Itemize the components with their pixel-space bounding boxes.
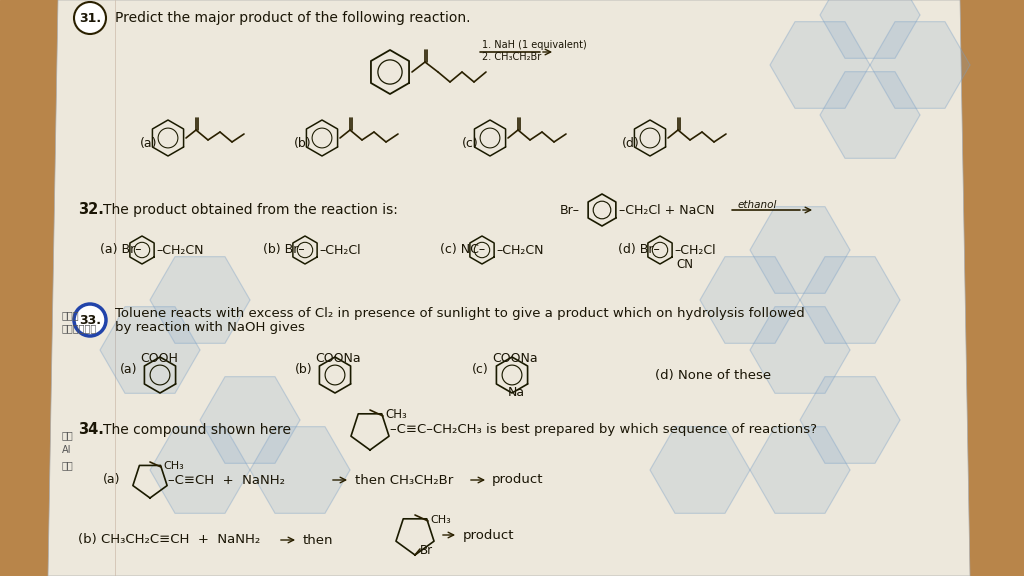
Text: –CH₂Cl: –CH₂Cl — [674, 244, 716, 256]
Polygon shape — [800, 257, 900, 343]
Text: –CH₂Cl + NaCN: –CH₂Cl + NaCN — [618, 203, 715, 217]
Text: then: then — [303, 533, 334, 547]
Text: ethanol: ethanol — [738, 200, 777, 210]
Text: CN: CN — [676, 257, 693, 271]
Text: product: product — [463, 529, 514, 541]
Text: (c): (c) — [472, 363, 488, 377]
Text: product: product — [492, 473, 544, 487]
Text: 2. CH₃CH₂Br: 2. CH₃CH₂Br — [482, 52, 542, 62]
Text: Toluene reacts with excess of Cl₂ in presence of sunlight to give a product whic: Toluene reacts with excess of Cl₂ in pre… — [115, 308, 805, 320]
Text: –CH₂CN: –CH₂CN — [496, 244, 544, 256]
Polygon shape — [150, 257, 250, 343]
Polygon shape — [100, 306, 200, 393]
Polygon shape — [150, 427, 250, 513]
Polygon shape — [820, 0, 920, 58]
Circle shape — [74, 2, 106, 34]
Text: CH₃: CH₃ — [385, 408, 407, 422]
Text: नकट: नकट — [62, 310, 80, 320]
Text: –CH₂Cl: –CH₂Cl — [319, 244, 360, 256]
Text: (d) None of these: (d) None of these — [655, 369, 771, 381]
Text: by reaction with NaOH gives: by reaction with NaOH gives — [115, 321, 305, 335]
Polygon shape — [250, 427, 350, 513]
Polygon shape — [700, 257, 800, 343]
Text: The compound shown here: The compound shown here — [103, 423, 291, 437]
Polygon shape — [650, 427, 750, 513]
Text: (a): (a) — [120, 363, 137, 377]
Text: 1. NaH (1 equivalent): 1. NaH (1 equivalent) — [482, 40, 587, 50]
Text: 34.: 34. — [78, 423, 103, 438]
Polygon shape — [770, 22, 870, 108]
Text: COONa: COONa — [492, 351, 538, 365]
Text: के: के — [62, 430, 74, 440]
Polygon shape — [750, 306, 850, 393]
Polygon shape — [48, 0, 970, 576]
Text: COOH: COOH — [140, 351, 178, 365]
Polygon shape — [820, 71, 920, 158]
Text: द्वारा: द्वारा — [62, 323, 97, 333]
Text: (c) NC–: (c) NC– — [440, 244, 485, 256]
Text: AI: AI — [62, 445, 72, 455]
Text: Br–: Br– — [560, 203, 580, 217]
Text: –CH₂CN: –CH₂CN — [156, 244, 204, 256]
Text: CH₃: CH₃ — [430, 515, 451, 525]
Circle shape — [74, 304, 106, 336]
Text: (a): (a) — [103, 473, 121, 487]
Polygon shape — [750, 207, 850, 293]
Text: (b): (b) — [295, 363, 312, 377]
Text: –C≡C–CH₂CH₃ is best prepared by which sequence of reactions?: –C≡C–CH₂CH₃ is best prepared by which se… — [390, 423, 817, 437]
Text: then CH₃CH₂Br: then CH₃CH₂Br — [355, 473, 454, 487]
Polygon shape — [800, 377, 900, 463]
Text: (a) Br–: (a) Br– — [100, 244, 141, 256]
Text: 31.: 31. — [79, 12, 101, 25]
Text: 33.: 33. — [79, 313, 101, 327]
Text: Na: Na — [508, 385, 525, 399]
Text: Br: Br — [420, 544, 433, 558]
Text: CH₃: CH₃ — [163, 461, 183, 471]
Text: The product obtained from the reaction is:: The product obtained from the reaction i… — [103, 203, 398, 217]
Polygon shape — [750, 427, 850, 513]
Text: (b): (b) — [294, 137, 311, 150]
Polygon shape — [200, 377, 300, 463]
Text: (d) Br–: (d) Br– — [618, 244, 659, 256]
Text: (b) CH₃CH₂C≡CH  +  NaNH₂: (b) CH₃CH₂C≡CH + NaNH₂ — [78, 533, 260, 547]
Text: (b) Br–: (b) Br– — [263, 244, 304, 256]
Text: COONa: COONa — [315, 351, 360, 365]
Text: (d): (d) — [622, 137, 640, 150]
Text: (a): (a) — [140, 137, 158, 150]
Polygon shape — [870, 22, 970, 108]
Text: –C≡CH  +  NaNH₂: –C≡CH + NaNH₂ — [168, 473, 285, 487]
Text: 32.: 32. — [78, 203, 103, 218]
Text: या: या — [62, 460, 74, 470]
Text: Predict the major product of the following reaction.: Predict the major product of the followi… — [115, 11, 470, 25]
Text: (c): (c) — [462, 137, 479, 150]
